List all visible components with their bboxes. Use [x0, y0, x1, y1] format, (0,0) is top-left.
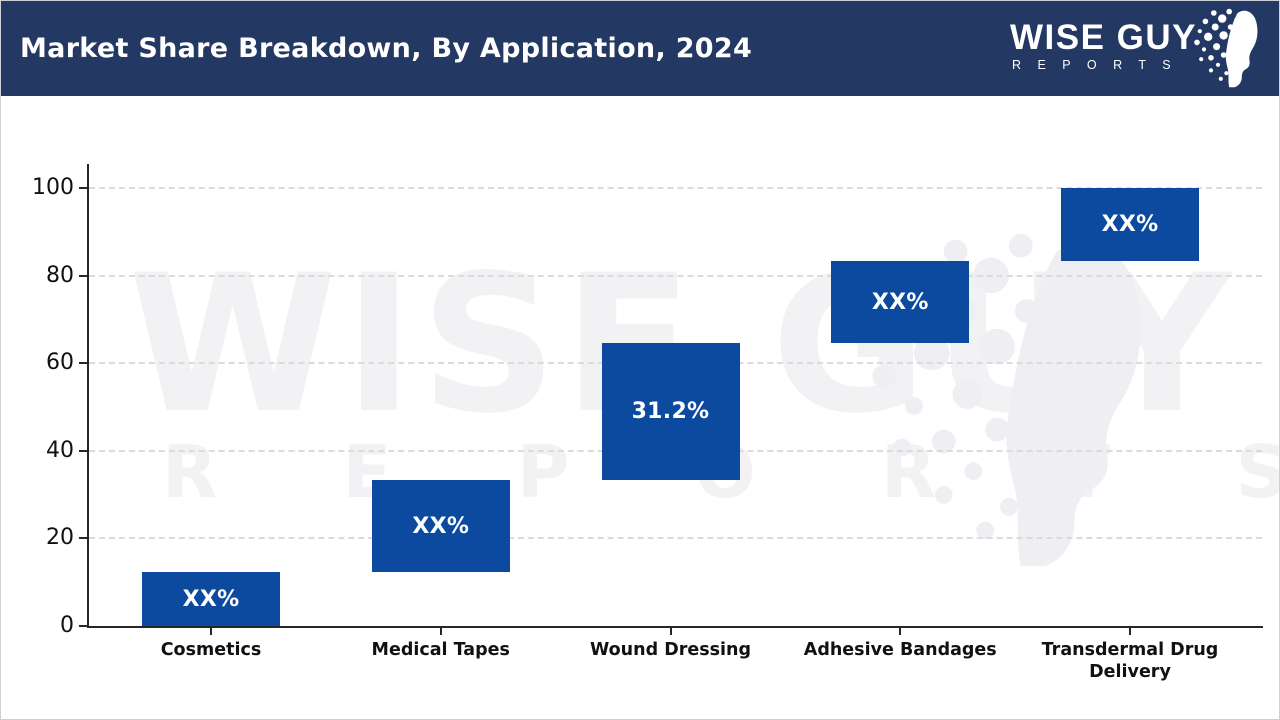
bar-value-label: XX% — [1101, 212, 1159, 238]
bar-segment: XX% — [831, 261, 970, 344]
y-tick-mark-40 — [79, 449, 87, 452]
page-title: Market Share Breakdown, By Application, … — [20, 33, 753, 64]
gridline-20 — [89, 537, 1262, 540]
x-category-label: Medical Tapes — [371, 640, 510, 660]
wise-guy-reports-logo: WISE GUY R E P O R T S — [1010, 4, 1266, 92]
y-tick-mark-60 — [79, 362, 87, 365]
logo-wordmark: WISE GUY — [1010, 18, 1198, 57]
bar-segment: XX% — [371, 480, 510, 573]
y-tick-label-40: 40 — [46, 437, 74, 463]
bar-segment: XX% — [142, 572, 280, 626]
x-tick-mark — [899, 628, 902, 635]
bar-segment: XX% — [1061, 188, 1199, 262]
header-bar: Market Share Breakdown, By Application, … — [0, 0, 1280, 96]
y-tick-label-80: 80 — [46, 262, 74, 288]
y-tick-mark-20 — [79, 537, 87, 540]
y-tick-mark-80 — [79, 274, 87, 277]
gridline-100 — [89, 187, 1262, 189]
bar-segment: 31.2% — [601, 343, 740, 481]
y-tick-label-20: 20 — [46, 525, 74, 551]
y-tick-mark-100 — [79, 187, 87, 189]
x-tick-mark — [669, 628, 672, 635]
x-tick-mark — [1129, 628, 1131, 635]
bar-value-label: XX% — [871, 289, 929, 315]
y-axis-line — [87, 164, 89, 628]
x-category-label: Wound Dressing — [589, 640, 752, 660]
y-tick-label-100: 100 — [32, 175, 74, 200]
x-category-label: Transdermal Drug Delivery — [1041, 640, 1219, 682]
bar-value-label: XX% — [412, 513, 470, 539]
bar-value-label: XX% — [182, 586, 240, 612]
x-category-label: Adhesive Bandages — [803, 640, 997, 660]
x-axis-line — [87, 626, 1263, 628]
y-tick-label-0: 0 — [60, 613, 74, 638]
x-category-label: Cosmetics — [160, 640, 262, 660]
dotted-head-icon — [1194, 8, 1258, 88]
logo-subtext: R E P O R T S — [1012, 58, 1178, 72]
x-tick-mark — [439, 628, 442, 635]
y-tick-label-60: 60 — [46, 350, 74, 376]
bar-value-label: 31.2% — [631, 399, 710, 425]
gridline-80 — [89, 274, 1262, 277]
y-tick-mark-0 — [79, 625, 87, 627]
logo-text: WISE GUY R E P O R T S — [1010, 20, 1197, 72]
x-tick-mark — [210, 628, 212, 635]
